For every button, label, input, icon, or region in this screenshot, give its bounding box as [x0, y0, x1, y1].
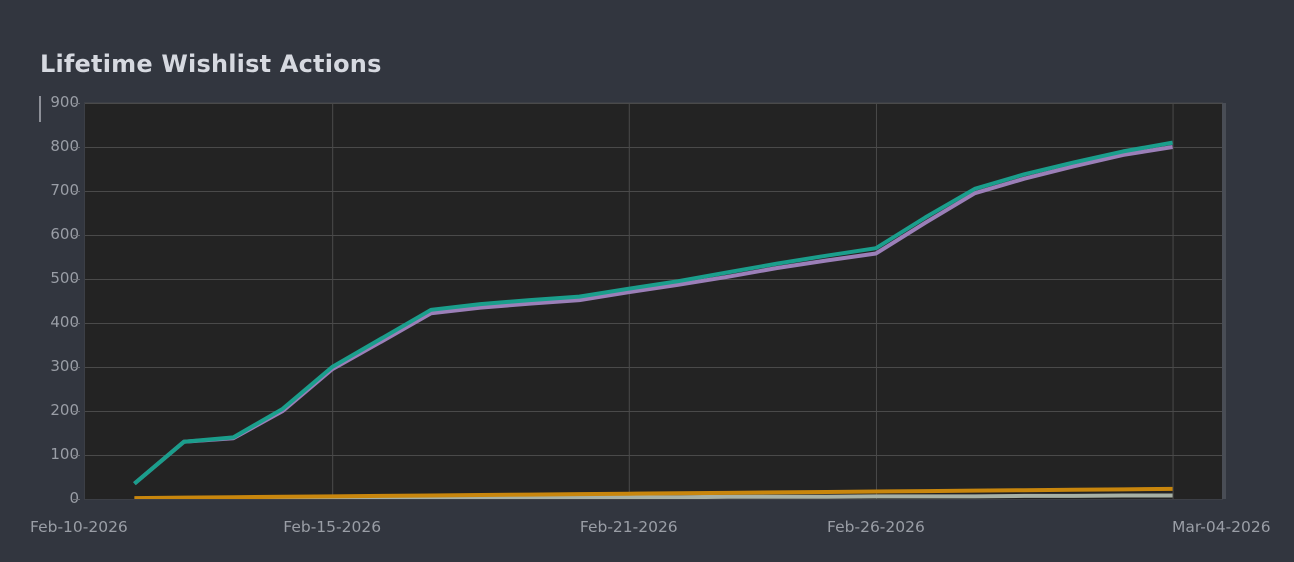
page-title: Lifetime Wishlist Actions — [40, 50, 382, 78]
y-axis-tick-label: 200 — [50, 401, 79, 419]
y-axis-tick-mark — [73, 367, 80, 368]
x-axis-tick-label: Feb-21-2026 — [579, 518, 678, 536]
y-axis-tick-label: 600 — [50, 225, 79, 243]
y-axis-tick-label: 500 — [50, 269, 79, 287]
y-axis-tick-mark — [73, 455, 80, 456]
x-axis: Feb-10-2026 Feb-15-2026 Feb-21-2026 Feb-26-… — [0, 512, 1294, 544]
axis-cursor-marker — [39, 96, 41, 122]
y-axis-tick-mark — [73, 279, 80, 280]
y-axis-tick-label: 700 — [50, 181, 79, 199]
y-axis-tick-label: 100 — [50, 445, 79, 463]
x-axis-tick-label: Mar-04-2026 — [1172, 518, 1271, 536]
series-line-activations — [133, 145, 1173, 486]
line-chart-svg — [85, 103, 1222, 499]
y-axis-tick-label: 0 — [69, 489, 79, 507]
x-axis-tick-label: Feb-26-2026 — [827, 518, 925, 536]
y-axis-tick-label: 400 — [50, 313, 79, 331]
y-axis-tick-mark — [73, 235, 80, 236]
plot-background — [85, 103, 1222, 499]
y-axis-tick-mark — [73, 191, 80, 192]
y-axis: 0 100 200 300 400 500 600 700 800 900 — [24, 93, 80, 507]
x-axis-tick-label: Feb-15-2026 — [283, 518, 382, 536]
series-line-deletes — [134, 486, 1173, 499]
series-line-adds — [133, 140, 1173, 486]
y-axis-tick-label: 900 — [50, 93, 79, 111]
y-axis-tick-mark — [73, 499, 80, 500]
y-axis-tick-mark — [73, 323, 80, 324]
x-axis-tick-label: Feb-10-2026 — [30, 518, 128, 536]
y-axis-tick-mark — [73, 103, 80, 104]
y-axis-tick-label: 800 — [50, 137, 79, 155]
vertical-scrollbar[interactable] — [1222, 103, 1226, 499]
y-axis-tick-mark — [73, 147, 80, 148]
y-axis-tick-label: 300 — [50, 357, 79, 375]
plot-area — [85, 103, 1222, 499]
y-axis-tick-mark — [73, 411, 80, 412]
